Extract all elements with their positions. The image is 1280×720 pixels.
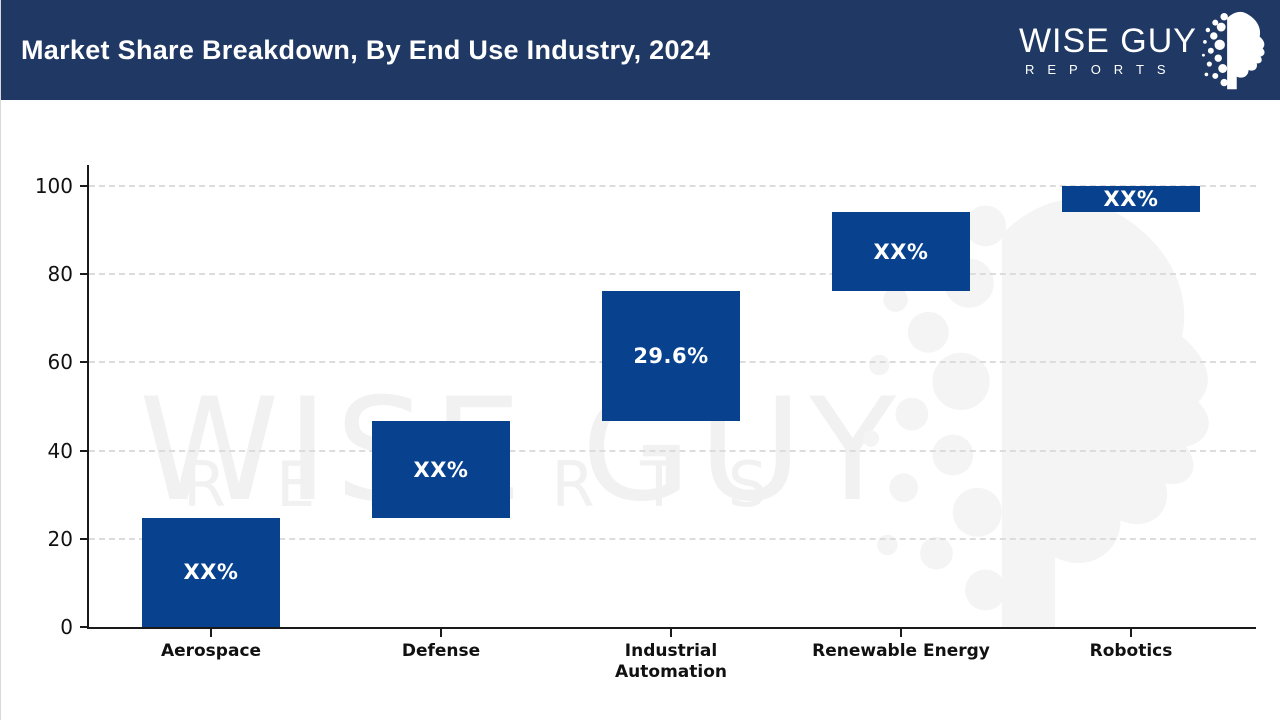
y-tick-mark <box>80 361 89 364</box>
x-tick-mark <box>1130 629 1132 637</box>
bar-segment: XX% <box>142 517 280 627</box>
x-tick-mark <box>900 629 902 637</box>
logo-subtext: REPORTS <box>1024 62 1179 77</box>
y-axis-line <box>87 165 89 629</box>
x-tick-mark <box>670 629 672 637</box>
logo-wordmark: WISE GUY <box>1018 22 1197 60</box>
x-category-label-line: Renewable Energy <box>812 641 990 661</box>
y-tick-mark <box>80 185 89 187</box>
y-tick-label: 60 <box>47 350 73 375</box>
y-tick-mark <box>80 449 89 452</box>
bar-value-label: XX% <box>873 239 929 264</box>
bar-value-label: XX% <box>183 560 239 585</box>
bar-segment: XX% <box>1062 186 1200 213</box>
x-category-label-line: Aerospace <box>160 641 262 661</box>
header-bar: Market Share Breakdown, By End Use Indus… <box>1 0 1280 100</box>
logo-face-icon <box>1201 11 1265 90</box>
y-tick-label: 40 <box>47 438 73 463</box>
y-gridline <box>89 185 1256 187</box>
chart-canvas: WISE GUY REPORTS 020406080100XX%Aerospac… <box>1 100 1280 720</box>
y-tick-label: 80 <box>47 262 73 287</box>
y-gridline <box>89 449 1256 452</box>
logo-text: WISE GUY REPORTS <box>1019 23 1197 77</box>
x-category-label: Industrial Automation <box>556 641 786 683</box>
x-category-label: Aerospace <box>96 641 326 662</box>
x-category-label: Defense <box>326 641 556 662</box>
bar-value-label: XX% <box>413 457 469 482</box>
y-gridline <box>89 273 1256 276</box>
y-tick-label: 0 <box>60 615 73 639</box>
y-gridline <box>89 537 1256 540</box>
x-category-label-line: Robotics <box>1089 641 1173 661</box>
x-tick-mark <box>210 629 212 637</box>
y-tick-mark <box>80 273 89 276</box>
x-category-label-line: Industrial <box>624 641 718 661</box>
bar-value-label: 29.6% <box>633 344 709 369</box>
x-axis-line <box>87 627 1256 629</box>
bar-value-label: XX% <box>1103 187 1159 212</box>
bar-segment: 29.6% <box>602 290 740 422</box>
x-category-label-line: Defense <box>401 641 481 661</box>
chart-title: Market Share Breakdown, By End Use Indus… <box>21 34 711 65</box>
y-tick-label: 20 <box>47 526 73 551</box>
x-tick-mark <box>440 629 442 637</box>
y-tick-mark <box>80 537 89 540</box>
y-tick-label: 100 <box>34 174 73 198</box>
x-category-label-line: Automation <box>615 662 727 682</box>
y-tick-mark <box>80 626 89 628</box>
x-category-label: Renewable Energy <box>786 641 1016 662</box>
watermark-face-icon <box>862 199 1209 627</box>
bar-segment: XX% <box>372 421 510 518</box>
wise-guy-logo: WISE GUY REPORTS <box>1019 0 1273 100</box>
x-category-label: Robotics <box>1016 641 1246 662</box>
bar-segment: XX% <box>832 212 970 291</box>
